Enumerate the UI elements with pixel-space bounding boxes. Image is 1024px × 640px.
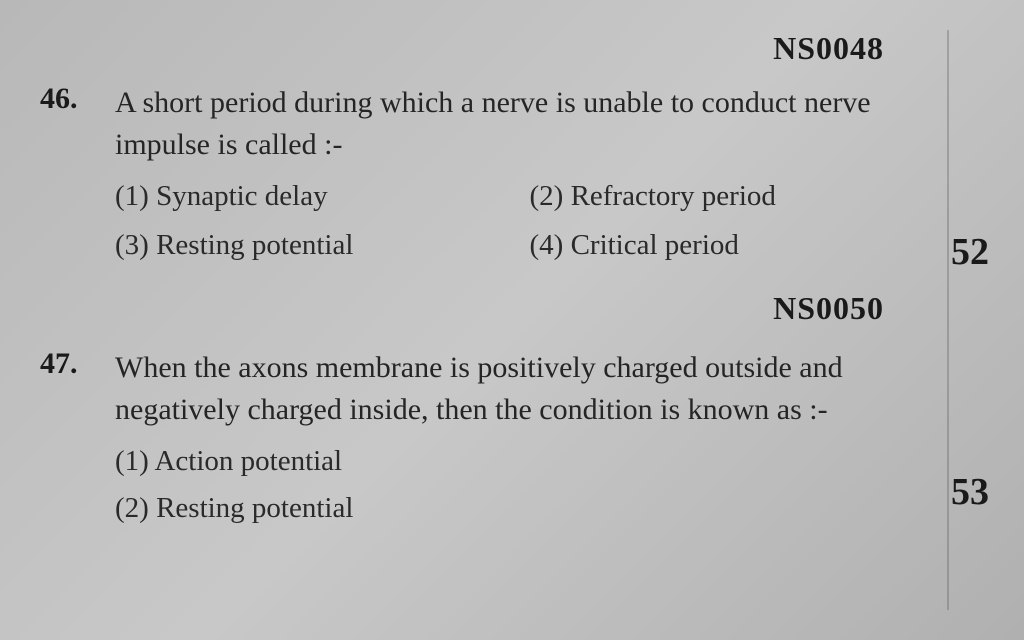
q46-option-4: (4) Critical period	[530, 225, 905, 266]
question-text-47: When the axons membrane is positively ch…	[115, 347, 984, 431]
question-46-options: (1) Synaptic delay (2) Refractory period…	[115, 176, 984, 265]
q47-option-1: (1) Action potential	[115, 441, 984, 482]
q46-option-1: (1) Synaptic delay	[115, 176, 490, 217]
q47-option-2: (2) Resting potential	[115, 488, 984, 523]
exam-page: 52 53 NS0048 46. A short period during w…	[40, 30, 984, 610]
margin-number-52: 52	[951, 230, 989, 274]
q46-option-3: (3) Resting potential	[115, 225, 490, 266]
question-46-row: 46. A short period during which a nerve …	[40, 82, 984, 166]
question-number-47: 47.	[40, 347, 95, 381]
q46-option-2: (2) Refractory period	[530, 176, 905, 217]
margin-number-53: 53	[951, 470, 989, 514]
question-number-46: 46.	[40, 82, 95, 116]
question-46: 46. A short period during which a nerve …	[40, 82, 984, 265]
right-margin-line	[947, 30, 949, 610]
question-47: 47. When the axons membrane is positivel…	[40, 347, 984, 523]
question-47-row: 47. When the axons membrane is positivel…	[40, 347, 984, 431]
question-code-top: NS0048	[40, 30, 884, 67]
question-text-46: A short period during which a nerve is u…	[115, 82, 984, 166]
question-code-mid: NS0050	[40, 290, 884, 327]
question-47-options: (1) Action potential (2) Resting potenti…	[115, 441, 984, 523]
